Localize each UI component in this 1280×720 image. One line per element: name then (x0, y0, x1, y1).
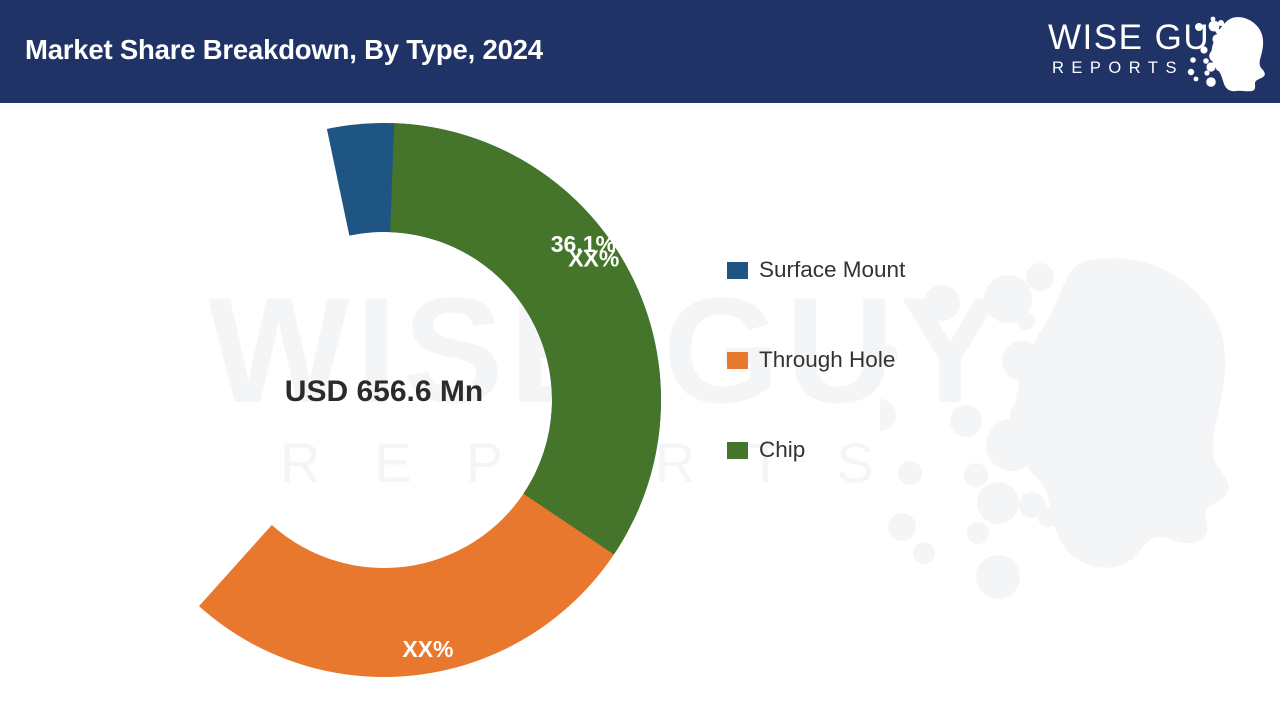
donut-slice-label: XX% (568, 246, 619, 272)
header-bar: Market Share Breakdown, By Type, 2024 WI… (0, 0, 1280, 103)
logo-subtext: REPORTS (1052, 59, 1184, 77)
head-profile-icon (1187, 16, 1265, 92)
legend-label: Through Hole (759, 346, 896, 372)
donut-chart-svg: 36.1%XX%XX% (199, 122, 662, 677)
donut-chart: 36.1% XX% XX% USD 656.6 Mn (92, 108, 676, 692)
legend-label: Surface Mount (759, 256, 906, 282)
donut-slice-label: 36.1% (551, 231, 616, 257)
legend-swatch-icon (727, 261, 748, 279)
legend-item-chip[interactable]: Chip (727, 438, 1027, 462)
page-title: Market Share Breakdown, By Type, 2024 (25, 34, 543, 65)
chart-legend: Surface Mount Through Hole Chip (727, 258, 1027, 462)
legend-item-surface-mount[interactable]: Surface Mount (727, 258, 1027, 282)
legend-item-through-hole[interactable]: Through Hole (727, 348, 1027, 372)
donut-slice[interactable] (390, 123, 661, 555)
legend-label: Chip (759, 436, 806, 462)
legend-swatch-icon (727, 441, 748, 459)
legend-swatch-icon (727, 351, 748, 369)
donut-slice[interactable] (199, 479, 629, 677)
donut-slice-label: XX% (402, 636, 453, 662)
brand-logo: WISE GUY REPORTS (1024, 8, 1274, 94)
donut-center-value: USD 656.6 Mn (284, 375, 484, 408)
